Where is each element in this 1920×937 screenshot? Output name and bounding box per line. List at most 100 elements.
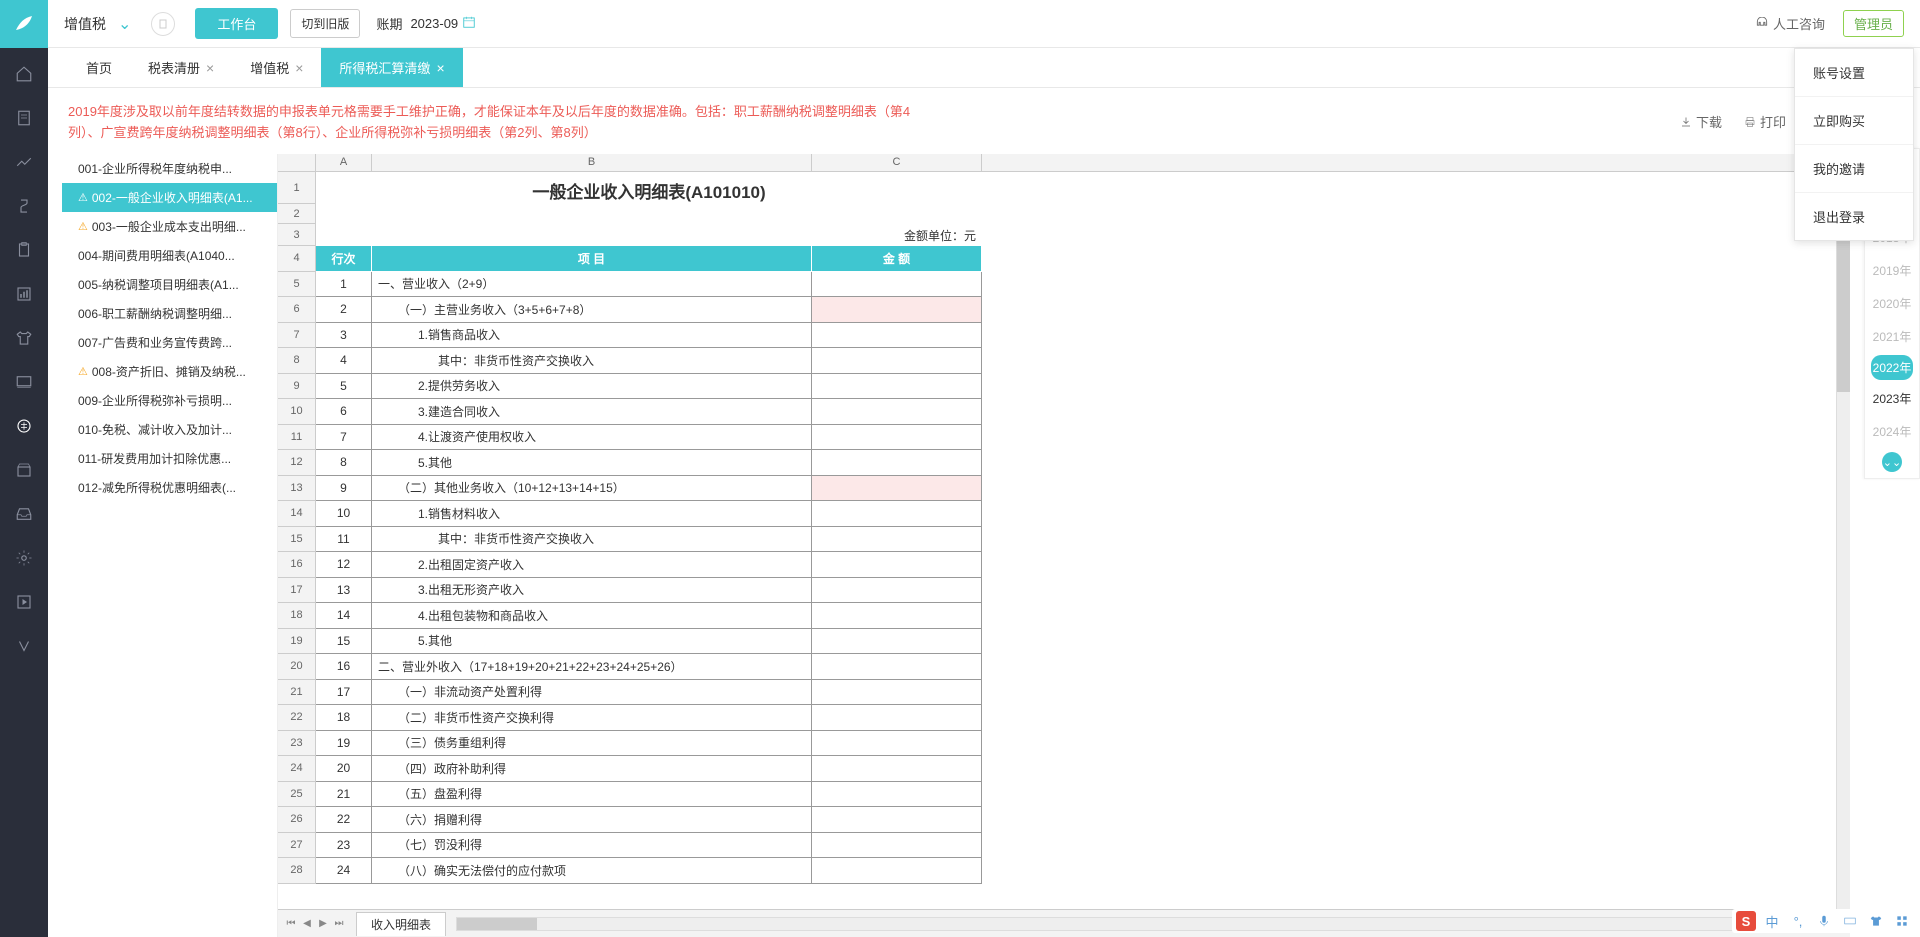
row-header[interactable]: 1 (278, 172, 316, 204)
row-header[interactable]: 23 (278, 731, 316, 757)
cell[interactable]: 3.出租无形资产收入 (372, 578, 812, 604)
cell[interactable] (982, 552, 1836, 578)
ime-keyboard-icon[interactable] (1840, 911, 1860, 931)
col-header[interactable]: A (316, 154, 372, 172)
cell[interactable]: 24 (316, 858, 372, 884)
cell[interactable]: 1.销售商品收入 (372, 323, 812, 349)
cell[interactable] (982, 272, 1836, 298)
user-menu-item[interactable]: 账号设置 (1795, 49, 1913, 97)
cell[interactable] (982, 654, 1836, 680)
cell[interactable] (982, 399, 1836, 425)
row-header[interactable]: 28 (278, 858, 316, 884)
cell[interactable] (812, 705, 982, 731)
vertical-scrollbar[interactable] (1836, 172, 1850, 909)
cell[interactable] (982, 425, 1836, 451)
cell[interactable]: 1.销售材料收入 (372, 501, 812, 527)
cell[interactable] (812, 578, 982, 604)
cell[interactable] (982, 858, 1836, 884)
cell[interactable]: 10 (316, 501, 372, 527)
cell[interactable] (982, 323, 1836, 349)
cell[interactable]: 12 (316, 552, 372, 578)
year-item[interactable]: 2022年 (1871, 355, 1913, 380)
ime-tool-icon[interactable] (1892, 911, 1912, 931)
cell[interactable]: 5.其他 (372, 450, 812, 476)
cell[interactable]: 2 (316, 297, 372, 323)
nav-screen-icon[interactable] (0, 364, 48, 400)
sheet-nav-next-icon[interactable]: ▶ (316, 918, 330, 929)
tab-0[interactable]: 首页 (68, 48, 130, 87)
cell[interactable]: （二）其他业务收入（10+12+13+14+15） (372, 476, 812, 502)
cell[interactable] (982, 731, 1836, 757)
tab-close-icon[interactable]: × (206, 60, 214, 76)
nav-report-icon[interactable] (0, 276, 48, 312)
nav-archive-icon[interactable] (0, 452, 48, 488)
cell[interactable] (812, 731, 982, 757)
cell[interactable] (982, 501, 1836, 527)
sheet-list-item[interactable]: 006-职工薪酬纳税调整明细... (62, 299, 277, 328)
cell[interactable] (982, 527, 1836, 553)
sheet-nav-prev-icon[interactable]: ◀ (300, 918, 314, 929)
cell[interactable] (812, 654, 982, 680)
row-header[interactable]: 6 (278, 297, 316, 323)
cell[interactable] (812, 501, 982, 527)
nav-chart-icon[interactable] (0, 144, 48, 180)
company-dropdown-icon[interactable]: ⌄ (118, 14, 131, 34)
download-button[interactable]: 下载 (1680, 112, 1722, 131)
cell[interactable]: 16 (316, 654, 372, 680)
tab-3[interactable]: 所得税汇算清缴× (321, 48, 462, 87)
cell[interactable] (812, 629, 982, 655)
tab-1[interactable]: 税表清册× (130, 48, 232, 87)
cell[interactable]: 15 (316, 629, 372, 655)
col-header[interactable]: B (372, 154, 812, 172)
cell[interactable] (982, 705, 1836, 731)
cell[interactable] (812, 833, 982, 859)
year-item[interactable]: 2023年 (1865, 382, 1919, 415)
workbench-button[interactable]: 工作台 (195, 8, 278, 39)
row-header[interactable]: 21 (278, 680, 316, 706)
cell[interactable] (812, 807, 982, 833)
cell[interactable] (812, 297, 982, 323)
row-header[interactable]: 9 (278, 374, 316, 400)
cell[interactable] (812, 348, 982, 374)
row-header[interactable]: 8 (278, 348, 316, 374)
circle-button[interactable] (151, 12, 175, 36)
cell[interactable] (812, 527, 982, 553)
cell[interactable]: 2.提供劳务收入 (372, 374, 812, 400)
row-header[interactable]: 14 (278, 501, 316, 527)
year-item[interactable]: 2024年 (1865, 415, 1919, 448)
cell[interactable] (812, 782, 982, 808)
row-header[interactable]: 17 (278, 578, 316, 604)
row-header[interactable]: 3 (278, 224, 316, 246)
ime-skin-icon[interactable] (1866, 911, 1886, 931)
tab-2[interactable]: 增值税× (232, 48, 321, 87)
cell[interactable] (982, 629, 1836, 655)
sheet-list-item[interactable]: 001-企业所得税年度纳税申... (62, 154, 277, 183)
cell[interactable]: （四）政府补助利得 (372, 756, 812, 782)
print-button[interactable]: 打印 (1744, 112, 1786, 131)
row-header[interactable]: 22 (278, 705, 316, 731)
cell[interactable] (982, 807, 1836, 833)
cell[interactable]: 7 (316, 425, 372, 451)
cell[interactable]: 23 (316, 833, 372, 859)
sheet-list-item[interactable]: 010-免税、减计收入及加计... (62, 415, 277, 444)
sheet-nav-first-icon[interactable]: ⏮ (284, 918, 298, 929)
cell[interactable] (812, 476, 982, 502)
nav-clipboard-icon[interactable] (0, 232, 48, 268)
cell[interactable]: 1 (316, 272, 372, 298)
row-header[interactable]: 27 (278, 833, 316, 859)
cell[interactable] (982, 450, 1836, 476)
sheet-list-item[interactable]: 007-广告费和业务宣传费跨... (62, 328, 277, 357)
cell[interactable]: 一、营业收入（2+9） (372, 272, 812, 298)
cell[interactable]: 5 (316, 374, 372, 400)
cell[interactable]: 13 (316, 578, 372, 604)
cell[interactable]: 9 (316, 476, 372, 502)
user-menu-item[interactable]: 立即购买 (1795, 97, 1913, 145)
row-header[interactable]: 25 (278, 782, 316, 808)
cell[interactable]: 4.让渡资产使用权收入 (372, 425, 812, 451)
sheet-list-item[interactable]: ⚠008-资产折旧、摊销及纳税... (62, 357, 277, 386)
nav-home-icon[interactable] (0, 56, 48, 92)
col-header[interactable]: C (812, 154, 982, 172)
ime-mic-icon[interactable] (1814, 911, 1834, 931)
sheet-nav-last-icon[interactable]: ⏭ (332, 918, 346, 929)
nav-inbox-icon[interactable] (0, 496, 48, 532)
